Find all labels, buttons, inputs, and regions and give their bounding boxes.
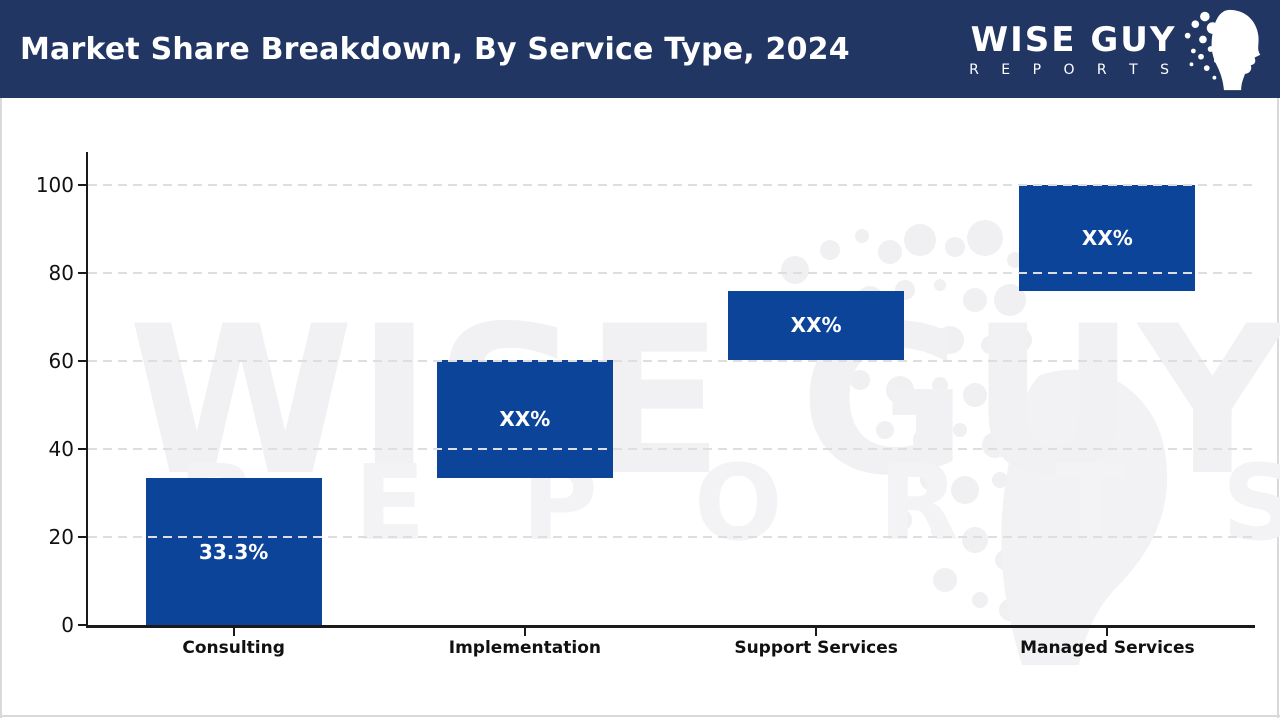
x-axis-category-label: Consulting <box>182 638 285 658</box>
y-tick-label: 0 <box>61 613 74 637</box>
bar-value-label: XX% <box>499 407 551 432</box>
gridline <box>88 272 1253 274</box>
x-tick-mark <box>1106 628 1109 636</box>
brand-name: WISE GUY <box>970 20 1177 60</box>
card-border-bottom <box>0 715 1280 717</box>
y-tick-label: 80 <box>48 261 74 285</box>
bar-value-label: XX% <box>1081 226 1133 251</box>
gridline <box>88 536 1253 538</box>
y-tick-mark <box>78 360 86 362</box>
bar-value-label: XX% <box>790 313 842 338</box>
chart-bar <box>728 291 905 360</box>
x-axis-category-label: Implementation <box>448 638 601 658</box>
y-tick-label: 40 <box>48 437 74 461</box>
y-tick-mark <box>78 184 86 186</box>
y-axis-line <box>86 152 88 628</box>
x-tick-mark <box>815 628 818 636</box>
y-tick-label: 60 <box>48 349 74 373</box>
brand-subname: R E P O R T S <box>969 62 1178 78</box>
gridline <box>88 360 1253 362</box>
x-axis-category-label: Managed Services <box>1020 638 1195 658</box>
y-tick-label: 20 <box>48 525 74 549</box>
card-border-left <box>0 98 2 718</box>
bar-value-label: 33.3% <box>198 539 269 564</box>
chart-bar <box>145 478 322 625</box>
x-axis-line <box>86 625 1255 628</box>
chart-bar <box>436 359 613 479</box>
brand-logo-text: WISE GUY R E P O R T S <box>969 21 1178 79</box>
page-title: Market Share Breakdown, By Service Type,… <box>20 31 850 67</box>
x-tick-mark <box>523 628 526 636</box>
dot-face-icon <box>1184 9 1261 91</box>
card-border-right <box>1277 98 1279 718</box>
x-tick-mark <box>232 628 235 636</box>
x-axis-category-label: Support Services <box>734 638 898 658</box>
y-tick-mark <box>78 536 86 538</box>
gridline <box>88 184 1253 186</box>
header-bar: Market Share Breakdown, By Service Type,… <box>0 0 1280 98</box>
y-tick-mark <box>78 448 86 450</box>
y-tick-mark <box>78 624 86 626</box>
y-tick-label: 100 <box>35 173 74 197</box>
brand-logo: WISE GUY R E P O R T S <box>969 6 1266 94</box>
watermark-text-line2: R E P O R T S <box>178 442 1280 564</box>
gridline <box>88 448 1253 450</box>
y-tick-mark <box>78 272 86 274</box>
